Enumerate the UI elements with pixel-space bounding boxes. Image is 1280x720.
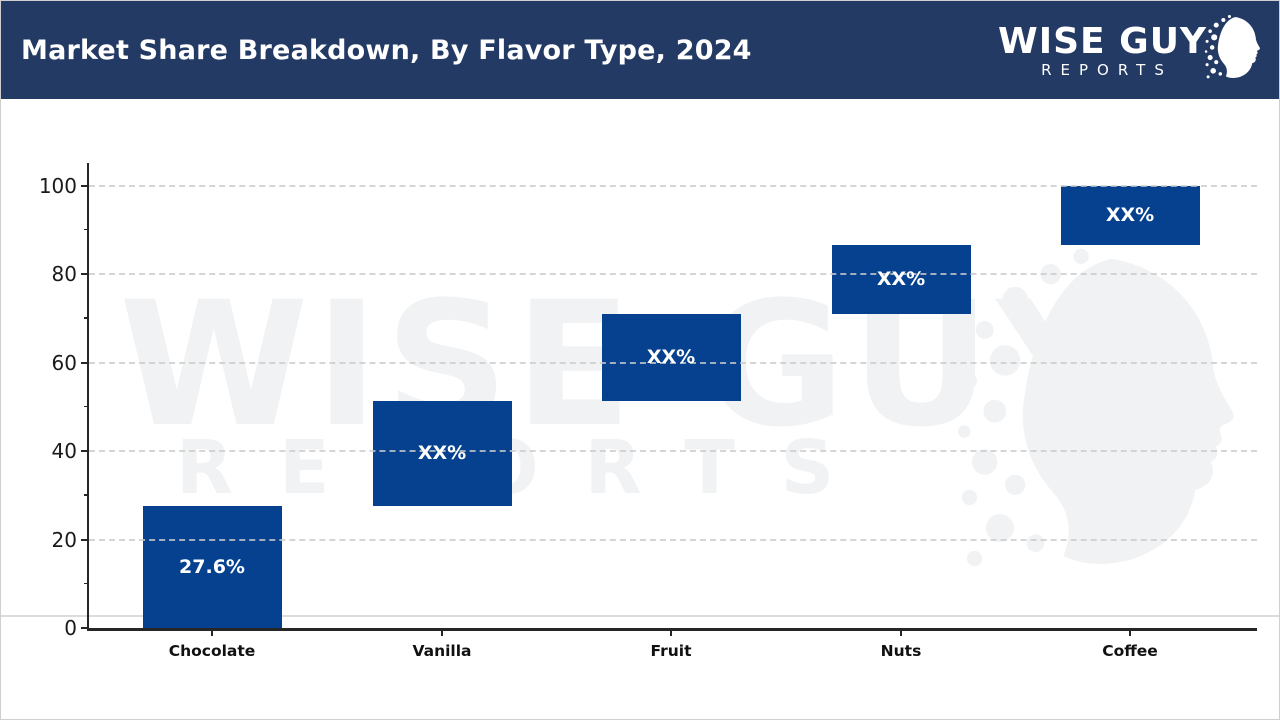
y-minor-tick (84, 228, 89, 231)
x-category-label: Coffee (1102, 642, 1158, 660)
y-minor-tick (84, 317, 89, 319)
gridline-20 (89, 538, 1257, 541)
watermark-face-profile-icon (958, 248, 1234, 567)
dotted-face-profile-icon (1204, 14, 1260, 79)
bar-chocolate (142, 505, 282, 628)
y-major-tick (81, 184, 89, 187)
y-tick-label: 40 (51, 439, 77, 463)
y-major-tick (81, 361, 89, 364)
x-tick (211, 628, 213, 636)
gridline-100 (89, 184, 1257, 187)
y-tick-label: 100 (38, 173, 77, 198)
y-tick-label: 20 (51, 527, 77, 552)
bar-nuts (831, 244, 971, 314)
y-major-tick (81, 450, 89, 452)
y-major-tick (81, 627, 89, 629)
x-category-label: Vanilla (412, 642, 472, 660)
bar-value-label: XX% (417, 442, 467, 465)
x-tick (1129, 628, 1131, 636)
y-major-tick (81, 273, 89, 275)
x-category-label: Chocolate (168, 642, 256, 660)
logo-wordmark: WISE GUY REPORTS (998, 24, 1207, 78)
bar-value-label: 27.6% (179, 555, 245, 578)
logo-wordmark-line2: REPORTS (1041, 61, 1173, 79)
x-category-label: Nuts (880, 642, 922, 660)
bar-value-label: XX% (876, 268, 926, 291)
bar-coffee (1060, 185, 1200, 245)
waterfall-chart: WISE GUY REPORTS 0 20 40 60 80 100 27.6% XX% XX%… (1, 99, 1279, 715)
gridline-60 (89, 361, 1257, 364)
x-category-label: Fruit (650, 642, 692, 660)
watermark-wordmark-line2: REPORTS (176, 425, 881, 511)
bar-value-label: XX% (1105, 204, 1155, 227)
y-tick-label: 60 (51, 350, 77, 375)
bar-fruit (601, 313, 741, 401)
header-bar: Market Share Breakdown, By Flavor Type, … (1, 1, 1279, 99)
wise-guy-reports-logo: WISE GUY REPORTS (998, 9, 1267, 93)
gridline-40 (89, 450, 1257, 452)
y-tick-label: 0 (64, 616, 77, 640)
y-minor-tick (84, 405, 89, 408)
y-minor-tick (84, 582, 89, 585)
x-axis-line (87, 628, 1257, 631)
page-title: Market Share Breakdown, By Flavor Type, … (21, 34, 752, 66)
gridline-80 (89, 273, 1257, 275)
x-tick (670, 628, 672, 636)
y-tick-label: 80 (51, 262, 77, 286)
bar-value-label: XX% (646, 346, 696, 369)
logo-wordmark-line1: WISE GUY (997, 21, 1207, 62)
x-tick (441, 628, 443, 636)
x-tick (900, 628, 902, 636)
bar-vanilla (372, 400, 512, 506)
y-axis-line (87, 163, 89, 630)
y-minor-tick (84, 494, 89, 496)
footer-divider (1, 615, 1279, 617)
y-major-tick (81, 538, 89, 541)
